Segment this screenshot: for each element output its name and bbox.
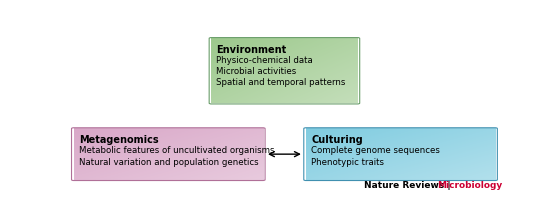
Text: Phenotypic traits: Phenotypic traits <box>311 158 384 167</box>
Text: Environment: Environment <box>216 45 287 55</box>
Text: Microbial activities: Microbial activities <box>216 67 297 76</box>
Text: Complete genome sequences: Complete genome sequences <box>311 147 440 156</box>
Text: Nature Reviews |: Nature Reviews | <box>364 181 454 190</box>
Text: Metagenomics: Metagenomics <box>79 135 159 145</box>
Text: Physico-chemical data: Physico-chemical data <box>216 56 313 65</box>
Text: Culturing: Culturing <box>311 135 363 145</box>
Text: Natural variation and population genetics: Natural variation and population genetic… <box>79 158 259 167</box>
Text: Metabolic features of uncultivated organisms: Metabolic features of uncultivated organ… <box>79 147 274 156</box>
Text: Spatial and temporal patterns: Spatial and temporal patterns <box>216 78 346 88</box>
Text: Microbiology: Microbiology <box>437 181 502 190</box>
